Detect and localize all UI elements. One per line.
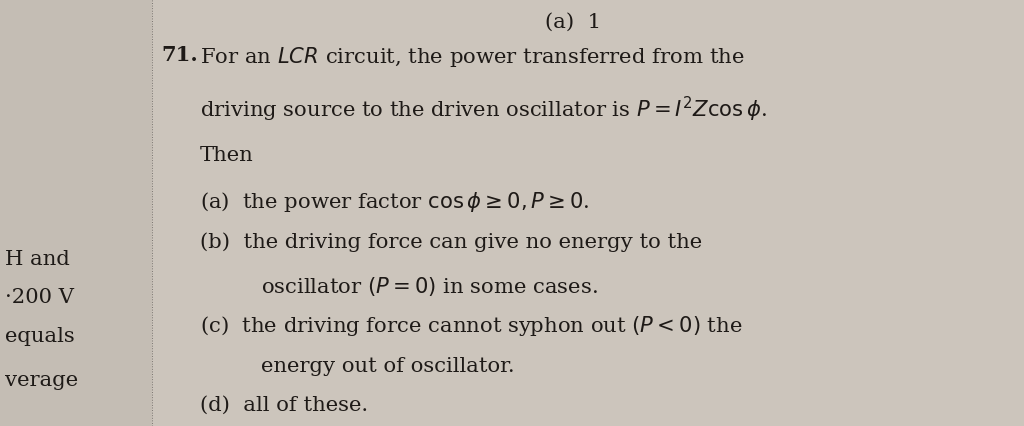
Text: (a)  the power factor $\cos\phi \geq 0, P \geq 0$.: (a) the power factor $\cos\phi \geq 0, P… (200, 190, 590, 213)
Text: equals: equals (5, 326, 75, 345)
Text: Then: Then (200, 145, 253, 164)
Text: (c)  the driving force cannot syphon out $(P < 0)$ the: (c) the driving force cannot syphon out … (200, 313, 742, 337)
Text: H and: H and (5, 249, 70, 268)
Text: energy out of oscillator.: energy out of oscillator. (261, 356, 515, 374)
FancyBboxPatch shape (0, 0, 152, 426)
Text: driving source to the driven oscillator is $P = I^2Z\cos\phi$.: driving source to the driven oscillator … (200, 95, 766, 124)
Text: (a)  1: (a) 1 (546, 13, 601, 32)
Text: (d)  all of these.: (d) all of these. (200, 395, 368, 414)
Text: (b)  the driving force can give no energy to the: (b) the driving force can give no energy… (200, 232, 701, 252)
Text: 71.: 71. (162, 45, 199, 65)
Text: verage: verage (5, 371, 78, 389)
Text: ·200 V: ·200 V (5, 288, 74, 306)
Text: For an $LCR$ circuit, the power transferred from the: For an $LCR$ circuit, the power transfer… (200, 45, 744, 69)
Text: oscillator $(P = 0)$ in some cases.: oscillator $(P = 0)$ in some cases. (261, 275, 598, 298)
